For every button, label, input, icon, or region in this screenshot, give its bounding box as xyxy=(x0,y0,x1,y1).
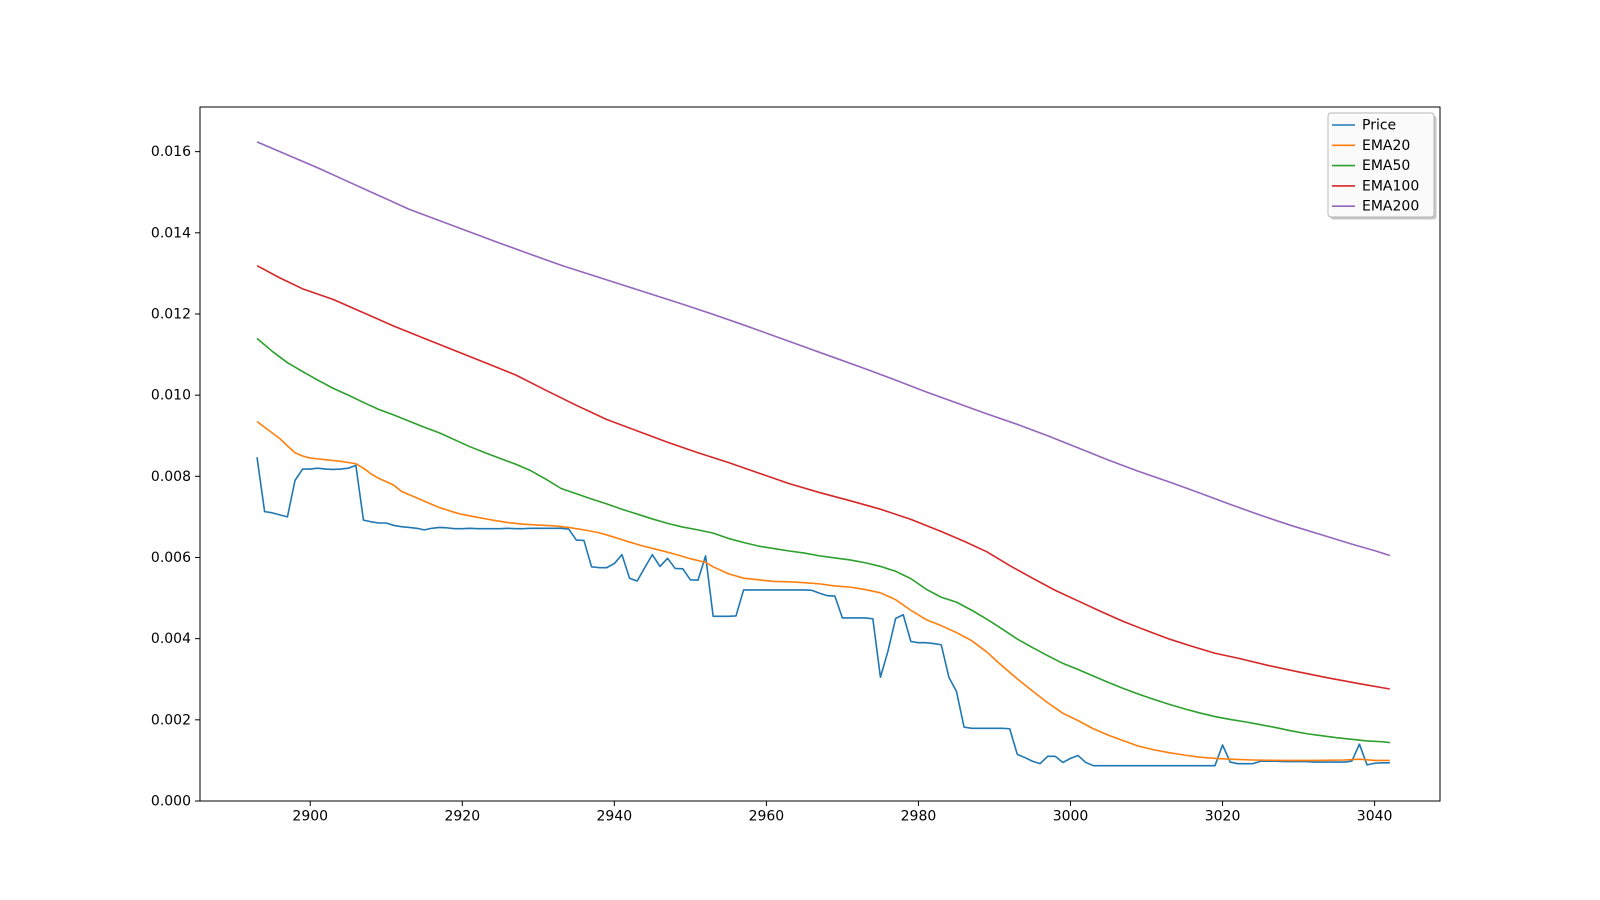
y-tick-label: 0.004 xyxy=(151,631,191,647)
y-tick-label: 0.008 xyxy=(151,469,191,485)
legend-label: EMA100 xyxy=(1362,178,1419,194)
x-tick-label: 3020 xyxy=(1205,809,1241,825)
legend-item-price: Price xyxy=(1332,118,1396,134)
x-tick-label: 2960 xyxy=(749,809,785,825)
plot-series xyxy=(256,141,1391,767)
y-tick-label: 0.010 xyxy=(151,388,191,404)
x-tick-label: 2920 xyxy=(444,809,480,825)
series-ema20-line xyxy=(256,420,1390,762)
y-tick-label: 0.012 xyxy=(151,306,191,322)
legend-item-ema50: EMA50 xyxy=(1332,158,1410,174)
x-tick-label: 3040 xyxy=(1357,809,1393,825)
series-ema50-line xyxy=(256,337,1390,744)
legend-box xyxy=(1327,112,1435,218)
legend-label: EMA50 xyxy=(1362,158,1410,174)
legend-item-ema100: EMA100 xyxy=(1332,178,1419,194)
legend: Price EMA20 EMA50 EMA100 EMA200 xyxy=(1327,112,1437,220)
legend-label: Price xyxy=(1362,118,1396,134)
series-ema200-line xyxy=(256,141,1391,557)
series-price-line xyxy=(256,457,1390,767)
y-axis: 0.000 0.002 0.004 0.006 0.008 0.010 0.012 0.014… xyxy=(151,144,200,810)
legend-label: EMA200 xyxy=(1362,199,1419,215)
y-tick-label: 0.006 xyxy=(151,550,191,566)
x-tick-label: 3000 xyxy=(1053,809,1089,825)
y-tick-label: 0.002 xyxy=(151,712,191,728)
axes-border xyxy=(199,106,1441,802)
series-ema100-line xyxy=(256,264,1390,690)
y-tick-label: 0.000 xyxy=(151,794,191,810)
x-tick-label: 2940 xyxy=(597,809,633,825)
plot-area xyxy=(199,106,1441,802)
y-tick-label: 0.016 xyxy=(151,144,191,160)
legend-label: EMA20 xyxy=(1362,138,1410,154)
y-tick-label: 0.014 xyxy=(151,225,191,241)
x-axis: 2900 2920 2940 2960 2980 3000 3020 3040 xyxy=(292,801,1392,825)
x-tick-label: 2980 xyxy=(901,809,937,825)
legend-item-ema200: EMA200 xyxy=(1332,199,1419,215)
x-tick-label: 2900 xyxy=(292,809,328,825)
legend-item-ema20: EMA20 xyxy=(1332,138,1410,154)
